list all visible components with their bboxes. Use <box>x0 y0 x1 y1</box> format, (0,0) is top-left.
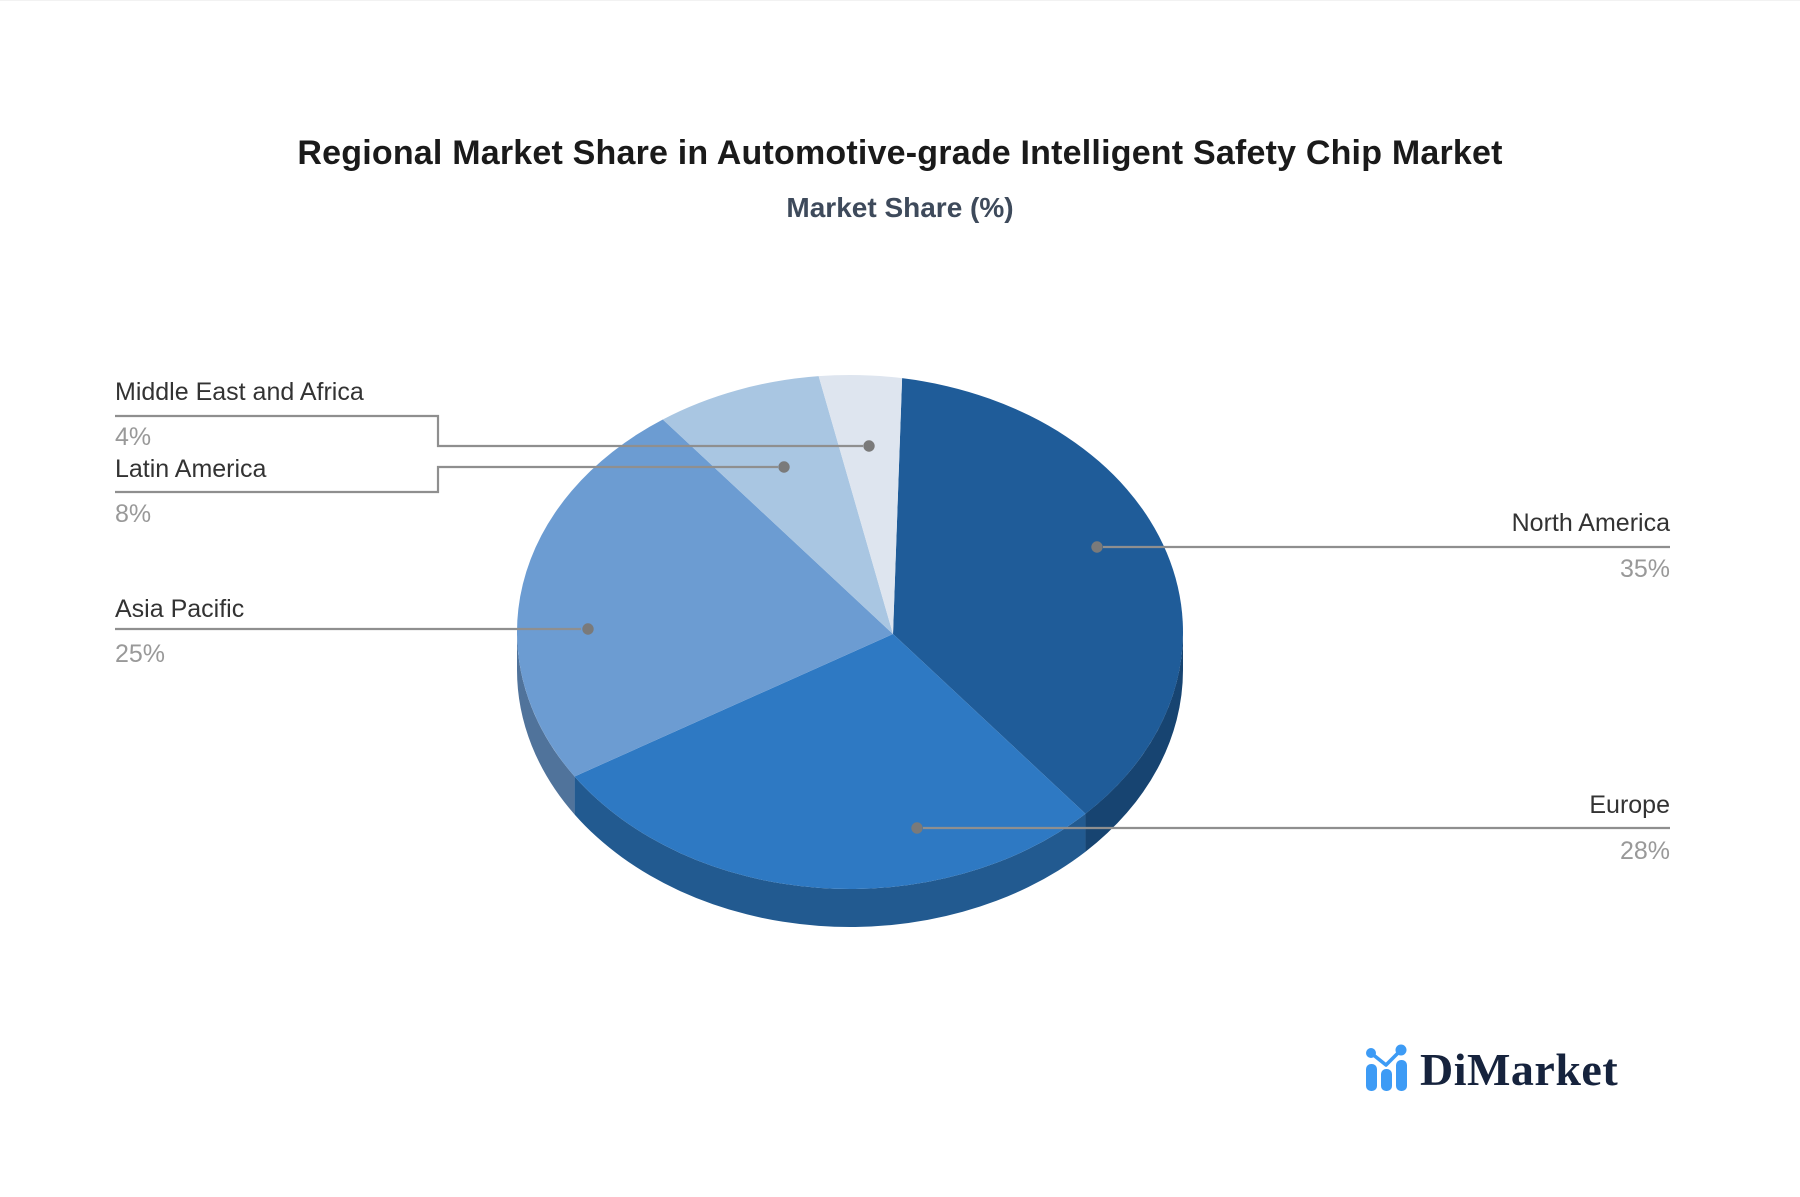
pie-slice-north-america[interactable] <box>893 378 1183 814</box>
pie-slice-middle-east-and-africa[interactable] <box>818 375 903 634</box>
slice-percent: 35% <box>1619 555 1670 583</box>
leader-line <box>115 465 778 494</box>
callout-label-north-america: North America 35% <box>1512 509 1670 584</box>
leader-dot <box>582 623 594 635</box>
slice-label: North America <box>1511 509 1670 537</box>
leader-dot <box>778 461 790 473</box>
leader-dot <box>1091 541 1103 553</box>
logo-text: DiMarket <box>1420 1044 1619 1095</box>
slice-label: Europe <box>1589 791 1670 819</box>
pie-slice-side <box>517 632 575 815</box>
slice-percent: 8% <box>115 500 152 528</box>
leader-line <box>115 414 863 448</box>
pie-slice-side <box>1085 632 1183 852</box>
callout-label-latin-america: Latin America 8% <box>115 455 266 529</box>
pie-slice-asia-pacific[interactable] <box>517 419 893 777</box>
slice-percent: 4% <box>115 423 152 451</box>
slice-label: Middle East and Africa <box>115 378 364 406</box>
dimarket-logo: DiMarket <box>1358 1041 1618 1093</box>
chart-subtitle: Market Share (%) <box>786 192 1014 223</box>
pie-slice-europe[interactable] <box>574 634 1086 889</box>
slice-label: Asia Pacific <box>115 595 245 623</box>
pie-slice-latin-america[interactable] <box>662 376 893 634</box>
pie-slice-side <box>574 776 1086 927</box>
slice-label: Latin America <box>115 455 267 483</box>
callout-label-asia-pacific: Asia Pacific 25% <box>115 595 244 669</box>
leader-dot <box>911 822 923 834</box>
chart-title: Regional Market Share in Automotive-grad… <box>297 134 1503 172</box>
leader-dot <box>863 440 875 452</box>
callout-label-europe: Europe 28% <box>1589 791 1670 866</box>
callout-label-middle-east-and-africa: Middle East and Africa 4% <box>115 378 364 452</box>
bar-chart-logo-icon <box>1366 1044 1407 1091</box>
slice-percent: 25% <box>115 640 166 668</box>
slice-percent: 28% <box>1619 837 1670 865</box>
